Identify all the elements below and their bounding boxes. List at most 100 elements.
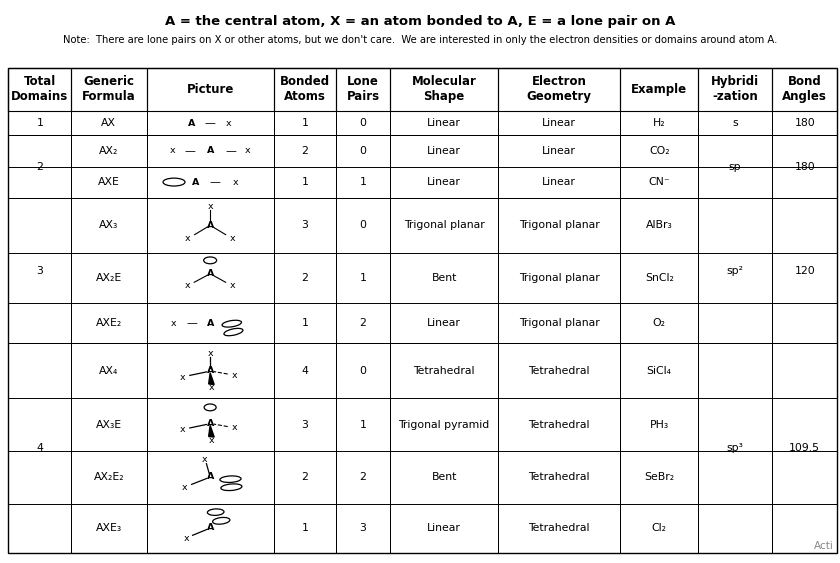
Bar — [146, 136, 274, 198]
Text: Bent: Bent — [432, 472, 457, 482]
Text: x: x — [245, 146, 250, 155]
Text: AXE₂: AXE₂ — [96, 318, 122, 328]
Text: x: x — [207, 202, 213, 211]
Bar — [698, 68, 772, 110]
Text: Electron
Geometry: Electron Geometry — [527, 75, 591, 103]
Bar — [390, 343, 498, 553]
Text: A: A — [207, 269, 214, 278]
Text: —: — — [225, 146, 236, 156]
Bar — [772, 198, 837, 343]
Text: 3: 3 — [360, 523, 366, 533]
Text: AXE₃: AXE₃ — [96, 523, 122, 533]
Text: 0: 0 — [360, 366, 366, 376]
Bar — [498, 343, 620, 553]
Text: Linear: Linear — [428, 177, 461, 187]
Text: x: x — [231, 423, 237, 432]
Text: 3: 3 — [302, 420, 308, 430]
Bar — [390, 198, 498, 343]
Bar — [698, 136, 772, 198]
Bar — [146, 343, 274, 553]
Text: Trigonal planar: Trigonal planar — [404, 220, 485, 230]
Bar — [620, 110, 698, 136]
Bar — [772, 68, 837, 110]
Text: 2: 2 — [360, 318, 366, 328]
Text: x: x — [229, 282, 235, 291]
Text: 3: 3 — [36, 266, 43, 275]
Bar — [274, 343, 336, 553]
Text: x: x — [207, 349, 213, 358]
Bar — [698, 110, 772, 136]
Text: x: x — [231, 371, 237, 380]
Text: 1: 1 — [360, 420, 366, 430]
Text: 0: 0 — [360, 220, 366, 230]
Text: Generic
Formula: Generic Formula — [82, 75, 136, 103]
Text: Linear: Linear — [428, 523, 461, 533]
Text: Trigonal planar: Trigonal planar — [519, 220, 600, 230]
Text: sp³: sp³ — [727, 443, 743, 453]
Bar — [498, 136, 620, 198]
Text: sp: sp — [729, 162, 742, 172]
Bar — [698, 343, 772, 553]
Text: 2: 2 — [360, 472, 366, 482]
Text: s: s — [732, 118, 738, 128]
Text: AX₂E: AX₂E — [96, 272, 122, 283]
Text: Trigonal planar: Trigonal planar — [519, 272, 600, 283]
Bar — [8, 68, 837, 553]
Bar — [390, 110, 498, 136]
Text: SeBr₂: SeBr₂ — [644, 472, 675, 482]
Bar — [620, 68, 698, 110]
Bar — [274, 68, 336, 110]
Text: A: A — [192, 177, 200, 186]
Bar — [8, 343, 71, 553]
Bar — [390, 136, 498, 198]
Text: A: A — [207, 472, 214, 481]
Bar — [620, 343, 698, 553]
Text: x: x — [226, 119, 231, 128]
Text: AX: AX — [102, 118, 116, 128]
Bar — [620, 198, 698, 343]
Text: Linear: Linear — [543, 177, 576, 187]
Text: x: x — [180, 425, 186, 434]
Text: 180: 180 — [795, 118, 815, 128]
Text: x: x — [171, 319, 176, 328]
Text: x: x — [180, 373, 186, 382]
Text: A = the central atom, X = an atom bonded to A, E = a lone pair on A: A = the central atom, X = an atom bonded… — [165, 15, 675, 28]
Bar — [336, 136, 390, 198]
Text: 4: 4 — [302, 366, 308, 376]
Text: A: A — [207, 319, 214, 328]
Text: 1: 1 — [302, 118, 308, 128]
Bar — [8, 110, 71, 136]
Text: Tetrahedral: Tetrahedral — [528, 472, 590, 482]
Text: CO₂: CO₂ — [649, 146, 669, 156]
Text: Tetrahedral: Tetrahedral — [413, 366, 475, 376]
Text: Tetrahedral: Tetrahedral — [528, 523, 590, 533]
Text: 180: 180 — [795, 162, 815, 172]
Text: A: A — [207, 221, 214, 230]
Text: —: — — [205, 118, 216, 128]
Text: Note:  There are lone pairs on X or other atoms, but we don't care.  We are inte: Note: There are lone pairs on X or other… — [63, 35, 777, 46]
Text: A: A — [207, 523, 214, 532]
Bar — [498, 110, 620, 136]
Text: AX₃E: AX₃E — [96, 420, 122, 430]
Text: Linear: Linear — [428, 318, 461, 328]
Text: sp²: sp² — [727, 266, 743, 275]
Text: x: x — [202, 455, 207, 464]
Text: 1: 1 — [360, 272, 366, 283]
Bar — [772, 110, 837, 136]
Text: x: x — [185, 234, 191, 243]
Text: —: — — [186, 318, 197, 328]
Bar — [336, 343, 390, 553]
Bar — [71, 110, 146, 136]
Text: Bonded
Atoms: Bonded Atoms — [280, 75, 330, 103]
Bar — [71, 198, 146, 343]
Text: x: x — [233, 177, 238, 186]
Text: AX₂: AX₂ — [99, 146, 118, 156]
Text: 109.5: 109.5 — [790, 443, 821, 453]
Text: Bent: Bent — [432, 272, 457, 283]
Text: AlBr₃: AlBr₃ — [646, 220, 673, 230]
Text: Linear: Linear — [543, 146, 576, 156]
Text: A: A — [207, 146, 214, 155]
Text: 0: 0 — [360, 118, 366, 128]
Text: AXE: AXE — [98, 177, 120, 187]
Text: x: x — [209, 436, 215, 445]
